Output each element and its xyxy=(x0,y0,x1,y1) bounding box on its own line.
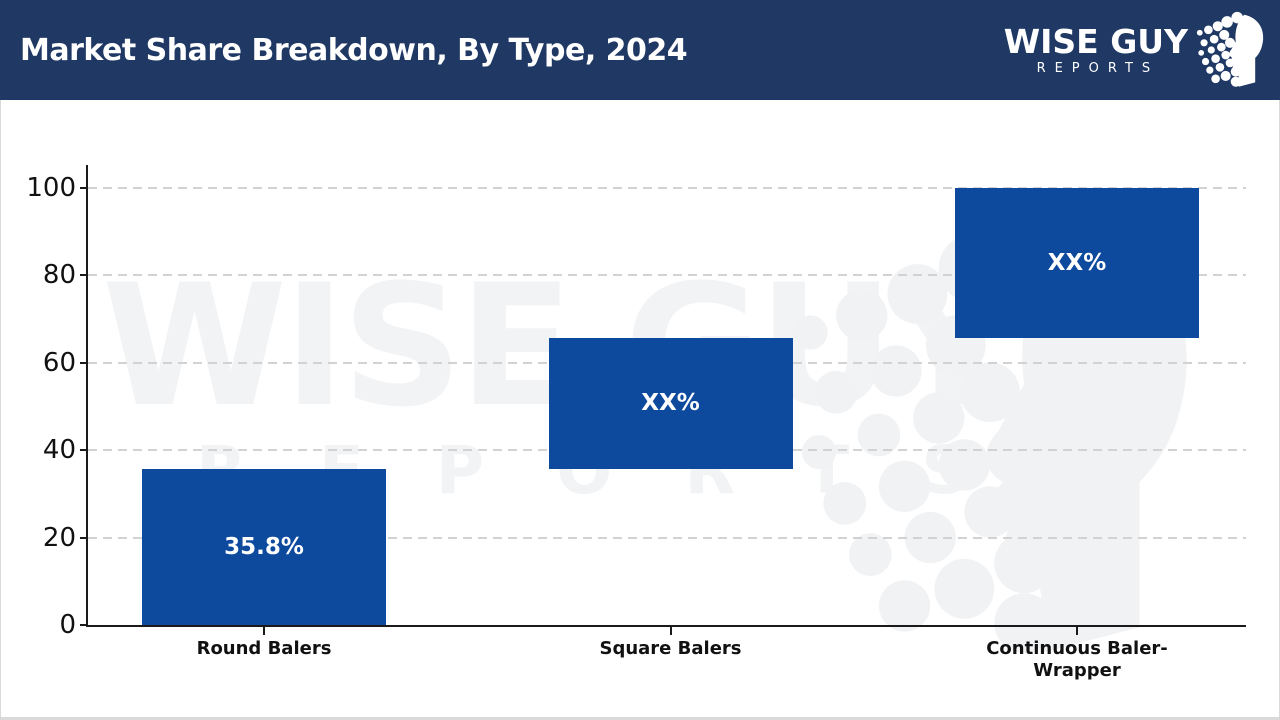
bar-segment: XX% xyxy=(548,337,793,469)
x-category-label: Square Balers xyxy=(599,638,742,659)
x-category-label: Continuous Baler- Wrapper xyxy=(986,638,1168,681)
y-axis-tick xyxy=(80,536,88,539)
bar-segment: XX% xyxy=(955,188,1199,338)
y-tick-label: 20 xyxy=(42,522,76,553)
x-axis-tick xyxy=(263,627,265,635)
y-axis-tick xyxy=(80,361,88,364)
logo-text: WISE GUY REPORTS xyxy=(1004,25,1188,75)
gridline-y-100 xyxy=(88,187,1246,189)
frame-border-left xyxy=(0,100,1,720)
page-title: Market Share Breakdown, By Type, 2024 xyxy=(20,32,688,68)
y-axis-tick xyxy=(80,274,88,277)
x-axis-tick xyxy=(1076,627,1078,635)
gridline-y-20 xyxy=(88,536,1246,539)
bar-value-label: 35.8% xyxy=(224,533,304,560)
bar-segment: 35.8% xyxy=(142,468,386,625)
frame-border-bottom xyxy=(0,717,1280,720)
y-axis-tick xyxy=(80,624,88,626)
x-axis-tick xyxy=(669,627,672,635)
gridline-y-80 xyxy=(88,274,1246,277)
y-tick-label: 0 xyxy=(59,610,76,640)
x-axis-line xyxy=(86,625,1246,627)
x-category-label: Round Balers xyxy=(196,638,332,659)
y-tick-label: 60 xyxy=(42,347,76,378)
header-bar: Market Share Breakdown, By Type, 2024 WI… xyxy=(0,0,1280,100)
y-axis-line xyxy=(86,165,88,627)
bar-value-label: XX% xyxy=(1047,249,1107,276)
y-tick-label: 40 xyxy=(42,435,76,466)
logo-subtitle: REPORTS xyxy=(1036,61,1160,76)
y-axis-tick xyxy=(80,187,88,189)
y-tick-label: 80 xyxy=(42,260,76,291)
y-axis-tick xyxy=(80,449,88,452)
bar-value-label: XX% xyxy=(641,390,700,417)
wise-guy-reports-logo: WISE GUY REPORTS xyxy=(1004,9,1266,91)
logo-wordmark: WISE GUY xyxy=(1003,22,1188,61)
logo-face-icon xyxy=(1196,11,1264,87)
y-tick-label: 100 xyxy=(26,173,76,203)
